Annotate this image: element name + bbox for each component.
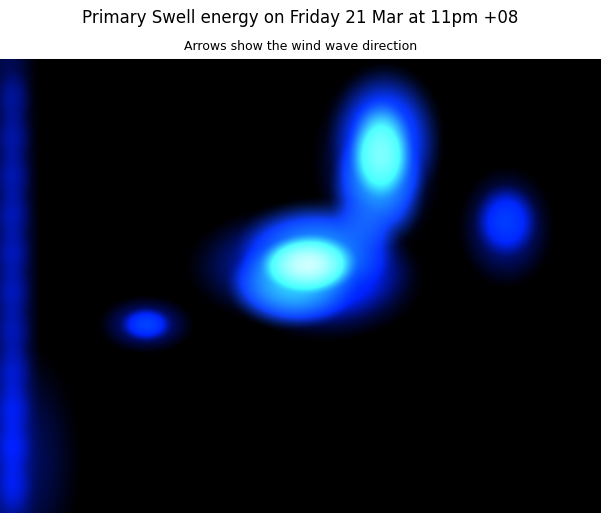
- Text: Primary Swell energy on Friday 21 Mar at 11pm +08: Primary Swell energy on Friday 21 Mar at…: [82, 9, 519, 27]
- Text: Arrows show the wind wave direction: Arrows show the wind wave direction: [184, 40, 417, 52]
